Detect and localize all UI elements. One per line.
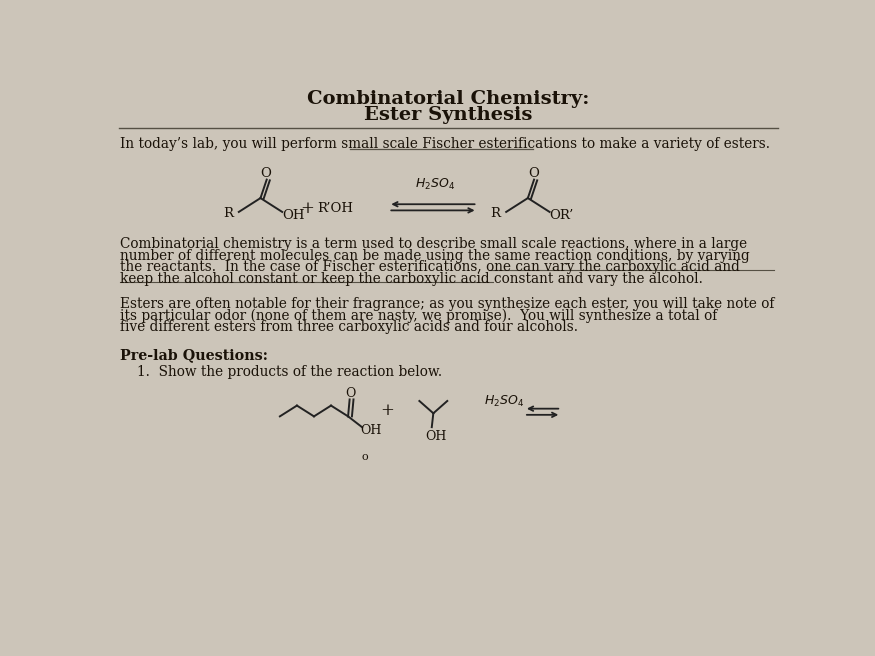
Text: the reactants.  In the case of Fischer esterifications, one can vary the carboxy: the reactants. In the case of Fischer es… — [120, 260, 740, 274]
Text: R: R — [223, 207, 234, 220]
Text: +: + — [300, 200, 314, 217]
Text: five different esters from three carboxylic acids and four alcohols.: five different esters from three carboxy… — [120, 321, 578, 335]
Text: OH: OH — [283, 209, 304, 222]
Text: keep the alcohol constant or keep the carboxylic acid constant and vary the alco: keep the alcohol constant or keep the ca… — [120, 272, 704, 287]
Text: Combinatorial Chemistry:: Combinatorial Chemistry: — [307, 89, 589, 108]
Text: O: O — [346, 387, 355, 400]
Text: OR’: OR’ — [550, 209, 574, 222]
Text: o: o — [362, 452, 368, 462]
Text: number of different molecules can be made using the same reaction conditions, by: number of different molecules can be mad… — [120, 249, 750, 262]
Text: R’OH: R’OH — [317, 202, 354, 215]
Text: Pre-lab Questions:: Pre-lab Questions: — [120, 348, 269, 362]
Text: OH: OH — [425, 430, 447, 443]
Text: O: O — [528, 167, 539, 180]
Text: its particular odor (none of them are nasty, we promise).  You will synthesize a: its particular odor (none of them are na… — [120, 308, 718, 323]
Text: $H_2SO_4$: $H_2SO_4$ — [484, 394, 524, 409]
Text: 1.  Show the products of the reaction below.: 1. Show the products of the reaction bel… — [137, 365, 443, 379]
Text: +: + — [380, 403, 394, 419]
Text: Esters are often notable for their fragrance; as you synthesize each ester, you : Esters are often notable for their fragr… — [120, 297, 774, 311]
Text: OH: OH — [360, 424, 382, 437]
Text: O: O — [261, 167, 271, 180]
Text: $H_2SO_4$: $H_2SO_4$ — [415, 176, 455, 192]
Text: Ester Synthesis: Ester Synthesis — [364, 106, 532, 125]
Text: R: R — [491, 207, 500, 220]
Text: In today’s lab, you will perform small scale Fischer esterifications to make a v: In today’s lab, you will perform small s… — [120, 137, 770, 152]
Text: Combinatorial chemistry is a term used to describe small scale reactions, where : Combinatorial chemistry is a term used t… — [120, 237, 747, 251]
